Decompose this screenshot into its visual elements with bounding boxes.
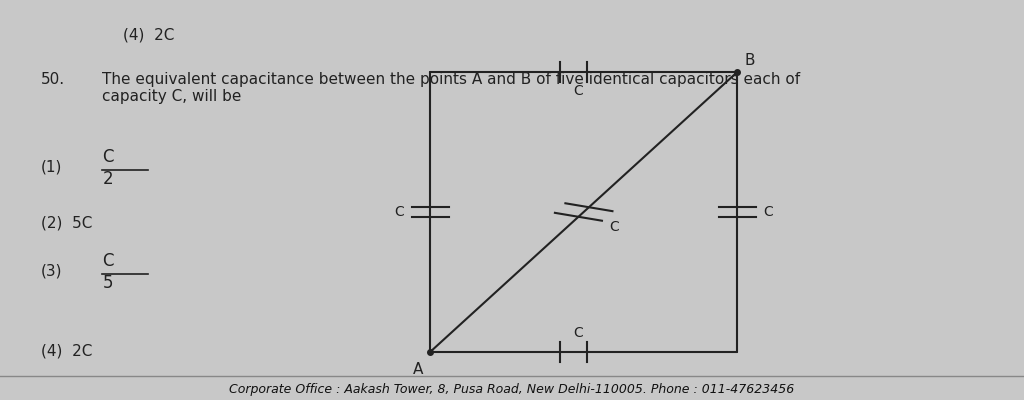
Text: C: C	[102, 252, 114, 270]
Text: (4)  2C: (4) 2C	[41, 344, 92, 359]
Text: C: C	[573, 326, 584, 340]
Text: C: C	[609, 220, 620, 234]
Text: 2: 2	[102, 170, 113, 188]
Text: 50.: 50.	[41, 72, 66, 87]
Text: C: C	[763, 205, 773, 219]
Text: (4)  2C: (4) 2C	[123, 28, 174, 43]
Text: (2)  5C: (2) 5C	[41, 216, 92, 231]
Text: B: B	[744, 53, 755, 68]
Text: C: C	[102, 148, 114, 166]
Text: C: C	[573, 84, 584, 98]
Text: The equivalent capacitance between the points A and B of five identical capacito: The equivalent capacitance between the p…	[102, 72, 801, 104]
Text: A: A	[413, 362, 423, 377]
Text: Corporate Office : Aakash Tower, 8, Pusa Road, New Delhi-110005. Phone : 011-476: Corporate Office : Aakash Tower, 8, Pusa…	[229, 383, 795, 396]
Text: 5: 5	[102, 274, 113, 292]
Text: (1): (1)	[41, 160, 62, 175]
Text: (3): (3)	[41, 264, 62, 279]
Text: C: C	[394, 205, 404, 219]
